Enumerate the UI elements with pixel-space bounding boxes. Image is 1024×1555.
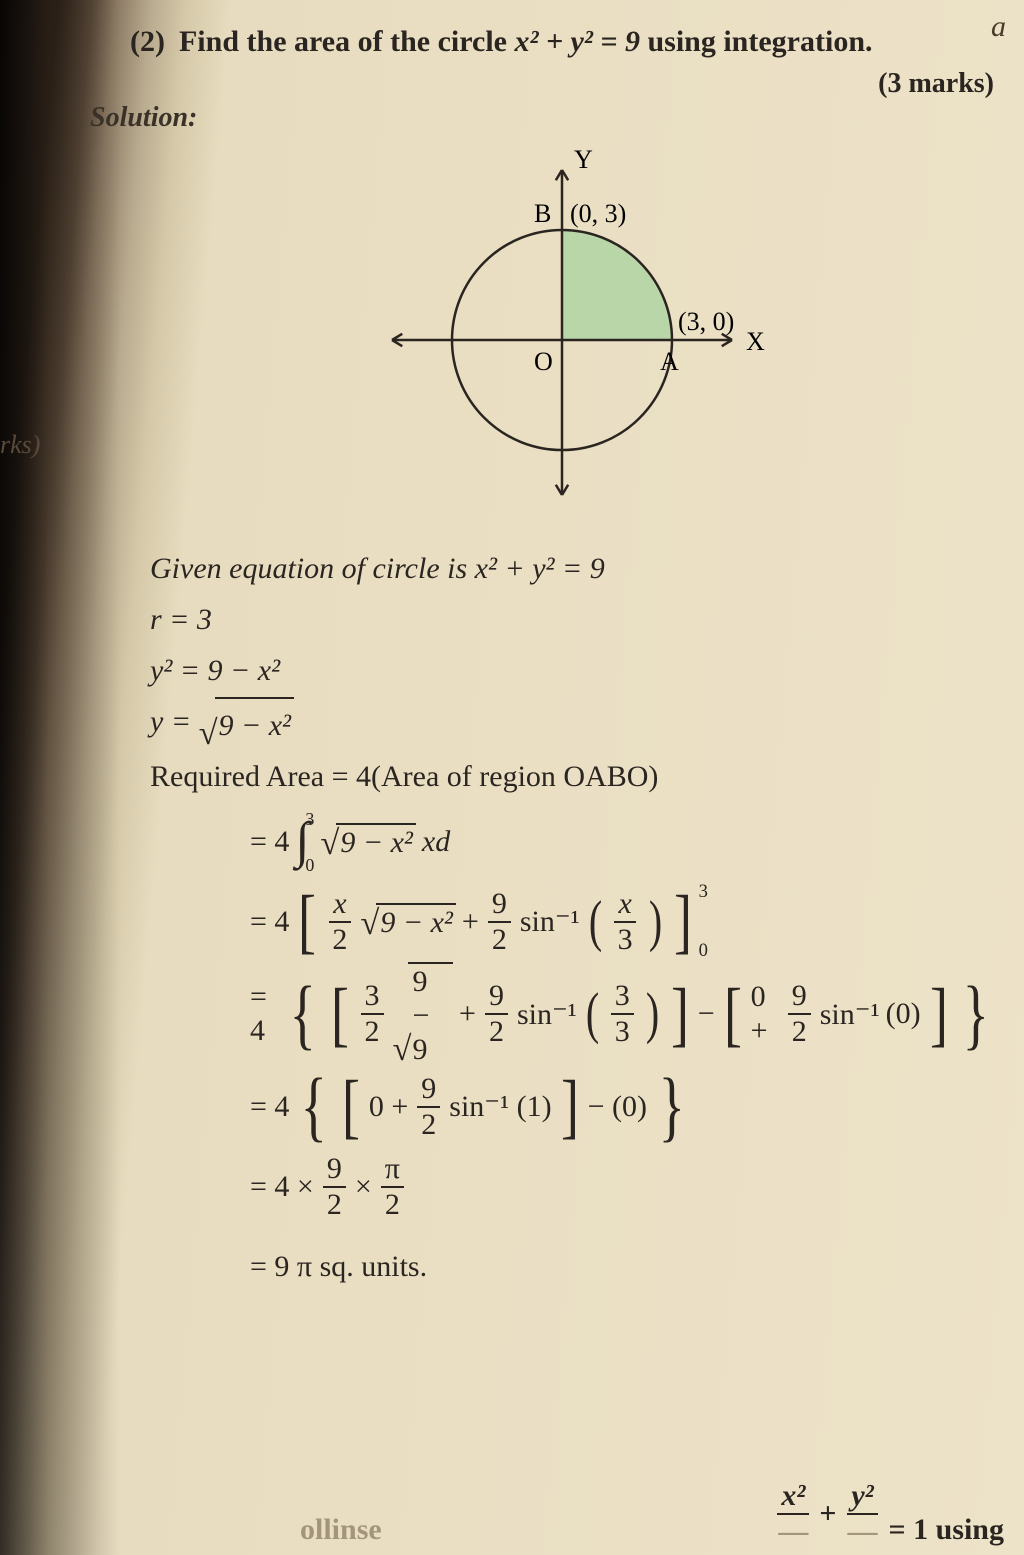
page-content: (2) Find the area of the circle x² + y² … <box>130 20 994 1307</box>
question-block: (2) Find the area of the circle x² + y² … <box>130 20 994 64</box>
svg-text:B: B <box>534 199 551 228</box>
question-part1: Find the area of the circle <box>179 25 514 58</box>
line-y: y = √9 − x² <box>150 696 994 751</box>
svg-text:(3, 0): (3, 0) <box>678 307 734 336</box>
svg-text:Y: Y <box>574 145 593 174</box>
cropped-next-line: ollinse x²― + y²― = 1 using <box>300 1481 1004 1547</box>
margin-text-left: rks) <box>0 430 40 460</box>
step-4: = 4 { [ 0 + 92 sin⁻¹ (1) ] − (0) } <box>250 1067 994 1147</box>
crop-right: x²― + y²― = 1 using <box>771 1481 1004 1547</box>
diagram-svg: Y X O A B (0, 3) (3, 0) <box>352 140 772 520</box>
svg-text:O: O <box>534 347 553 376</box>
step-2: = 4 [ x2 √9 − x² + 92 sin⁻¹ (x3) ] 30 <box>250 882 994 962</box>
line-given: Given equation of circle is x² + y² = 9 <box>150 543 994 594</box>
line-required: Required Area = 4(Area of region OABO) <box>150 751 994 802</box>
step-3: = 4 { [ 32 √9 − 9 + 92 sin⁻¹ (33) ] − [ … <box>250 962 994 1067</box>
radicand-y: 9 − x² <box>219 709 292 742</box>
line-r: r = 3 <box>150 594 994 645</box>
solution-heading: Solution: <box>90 102 994 134</box>
question-number: (2) <box>130 20 165 64</box>
circle-diagram: Y X O A B (0, 3) (3, 0) <box>130 140 994 525</box>
question-text: Find the area of the circle x² + y² = 9 … <box>179 20 994 64</box>
svg-text:A: A <box>660 347 679 376</box>
marks-label: (3 marks) <box>130 68 994 100</box>
step-1: = 4 ∫30 √9 − x² xd <box>250 802 994 882</box>
crop-left: ollinse <box>300 1513 382 1547</box>
svg-text:(0, 3): (0, 3) <box>570 199 626 228</box>
question-part2: using integration. <box>640 25 873 58</box>
step-5: = 4 × 92 × π2 <box>250 1147 994 1227</box>
step-6: = 9 π sq. units. <box>250 1227 994 1307</box>
derivation-block: = 4 ∫30 √9 − x² xd = 4 [ x2 √9 − x² + 92… <box>250 802 994 1307</box>
svg-text:X: X <box>746 327 765 356</box>
question-equation: x² + y² = 9 <box>514 25 640 58</box>
line-ysq: y² = 9 − x² <box>150 645 994 696</box>
